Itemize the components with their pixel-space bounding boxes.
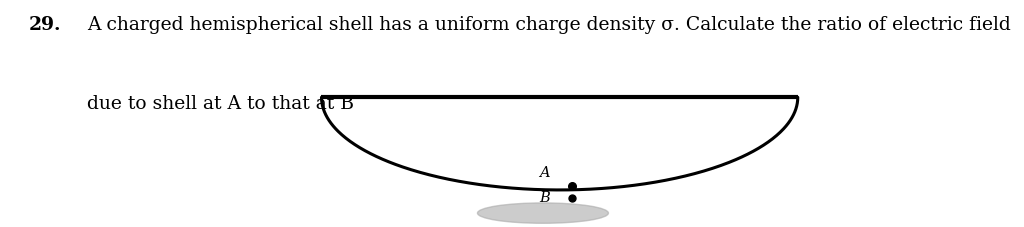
Text: due to shell at A to that at B: due to shell at A to that at B (87, 95, 354, 113)
Text: A: A (540, 166, 550, 180)
Text: B: B (540, 191, 550, 205)
Text: 29.: 29. (29, 16, 61, 34)
Ellipse shape (477, 203, 608, 223)
Text: A charged hemispherical shell has a uniform charge density σ. Calculate the rati: A charged hemispherical shell has a unif… (87, 16, 1011, 34)
